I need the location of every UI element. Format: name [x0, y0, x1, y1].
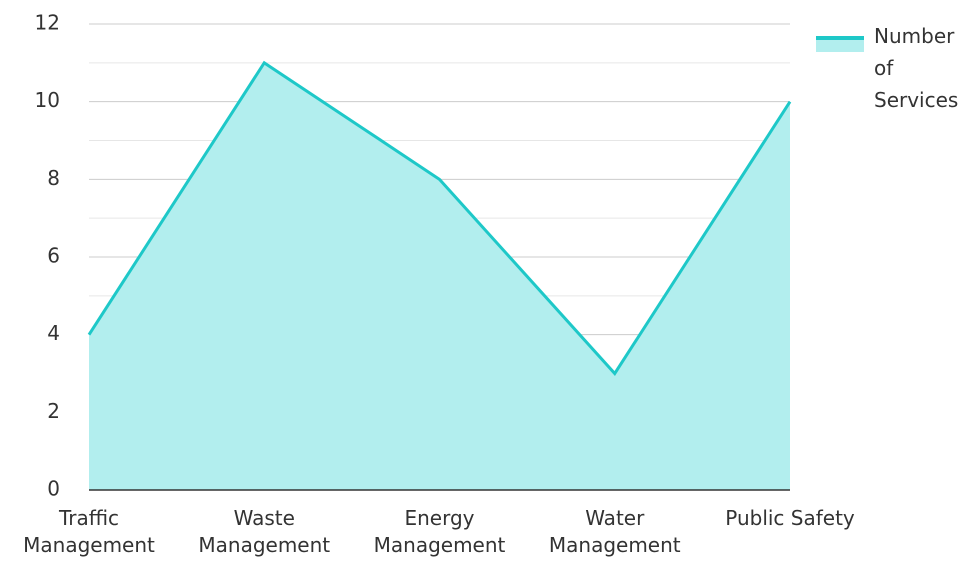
legend-swatch [816, 36, 864, 52]
y-tick-label: 6 [47, 244, 60, 268]
y-tick-label: 12 [35, 11, 60, 35]
x-tick-label: Energy Management [373, 506, 506, 557]
line [87, 60, 792, 376]
y-tick-label: 2 [47, 399, 60, 423]
y-tick-label: 4 [47, 321, 60, 345]
legend-label: Number of Services [874, 24, 959, 112]
legend-fill [816, 38, 864, 52]
area [89, 62, 790, 490]
y-tick-label: 0 [47, 477, 60, 501]
x-tick-label: Traffic Management [23, 506, 155, 557]
y-tick-label: 8 [47, 166, 60, 190]
x-tick-label: Waste Management [198, 506, 331, 557]
y-tick-label: 10 [35, 88, 60, 112]
x-tick-label: Public Safety [725, 506, 855, 530]
x-tick-label: Water Management [548, 506, 681, 557]
